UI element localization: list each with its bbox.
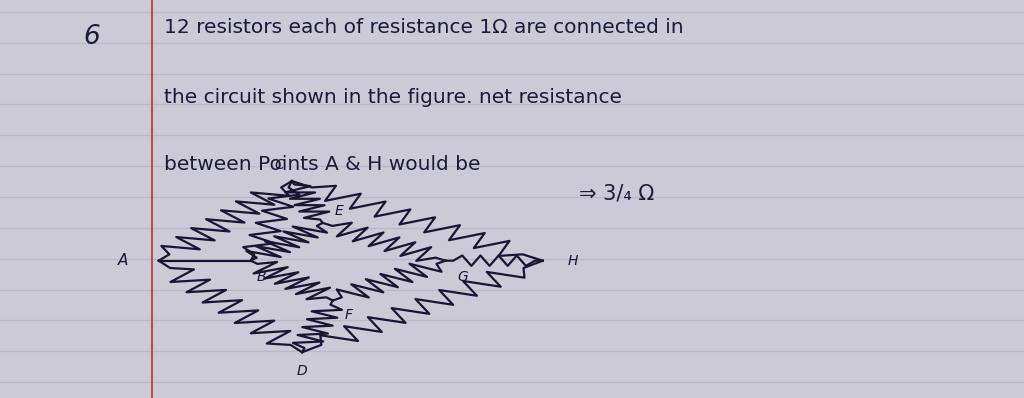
- Text: 12 resistors each of resistance 1Ω are connected in: 12 resistors each of resistance 1Ω are c…: [164, 18, 683, 37]
- Text: F: F: [345, 308, 353, 322]
- Text: B: B: [257, 270, 266, 284]
- Text: H: H: [567, 254, 578, 268]
- Text: ⇒ 3/₄ Ω: ⇒ 3/₄ Ω: [579, 183, 653, 203]
- Text: G: G: [458, 270, 468, 284]
- Text: the circuit shown in the figure. net resistance: the circuit shown in the figure. net res…: [164, 88, 622, 107]
- Text: D: D: [297, 364, 307, 378]
- Text: C: C: [274, 158, 285, 172]
- Text: 6: 6: [84, 24, 100, 50]
- Text: E: E: [335, 204, 344, 218]
- Text: between Points A & H would be: between Points A & H would be: [164, 155, 480, 174]
- Text: A: A: [118, 253, 128, 268]
